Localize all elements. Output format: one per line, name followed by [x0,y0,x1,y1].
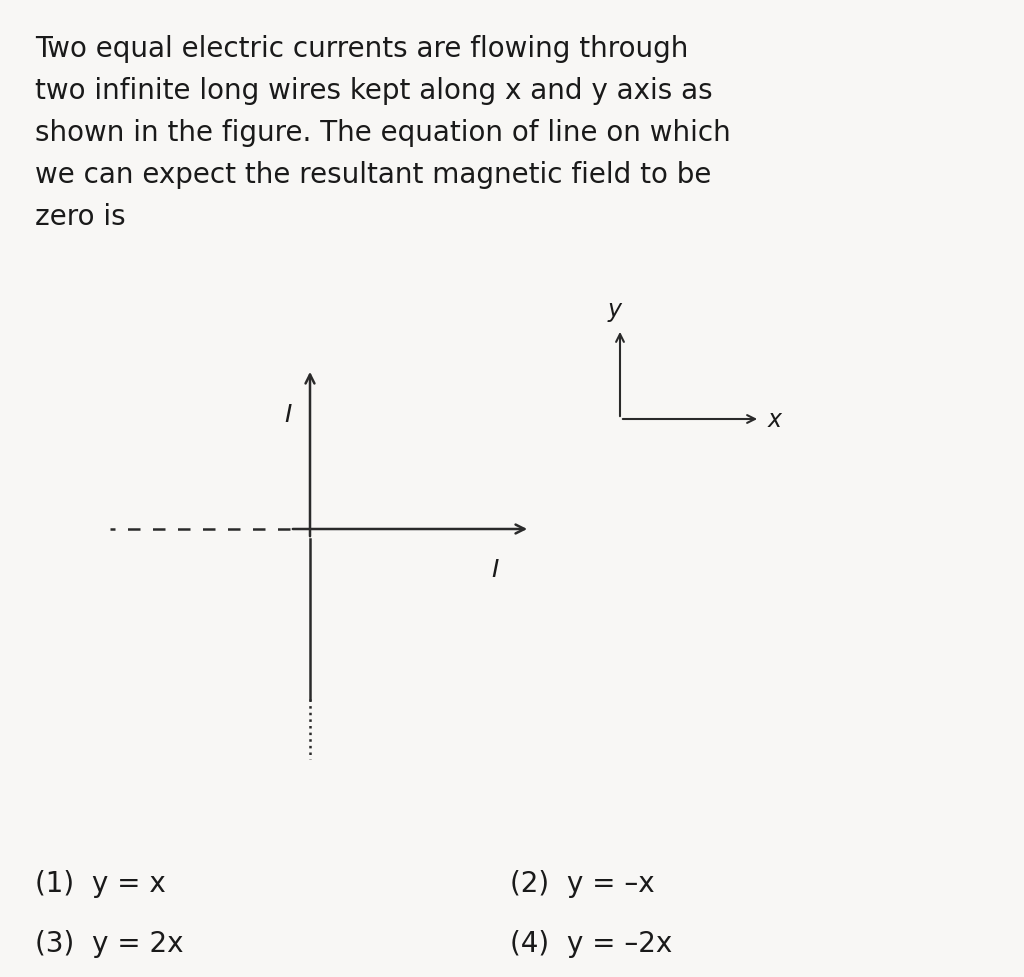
Text: zero is: zero is [35,203,126,231]
Text: (4)  y = –2x: (4) y = –2x [510,929,672,957]
Text: shown in the figure. The equation of line on which: shown in the figure. The equation of lin… [35,119,731,147]
Text: Two equal electric currents are flowing through: Two equal electric currents are flowing … [35,35,688,63]
Text: y: y [608,298,622,321]
Text: (1)  y = x: (1) y = x [35,870,166,897]
Text: (3)  y = 2x: (3) y = 2x [35,929,183,957]
Text: I: I [285,403,292,427]
Text: two infinite long wires kept along x and y axis as: two infinite long wires kept along x and… [35,77,713,105]
Text: x: x [768,407,782,432]
Text: (2)  y = –x: (2) y = –x [510,870,654,897]
Text: we can expect the resultant magnetic field to be: we can expect the resultant magnetic fie… [35,161,712,189]
Text: I: I [492,558,499,581]
